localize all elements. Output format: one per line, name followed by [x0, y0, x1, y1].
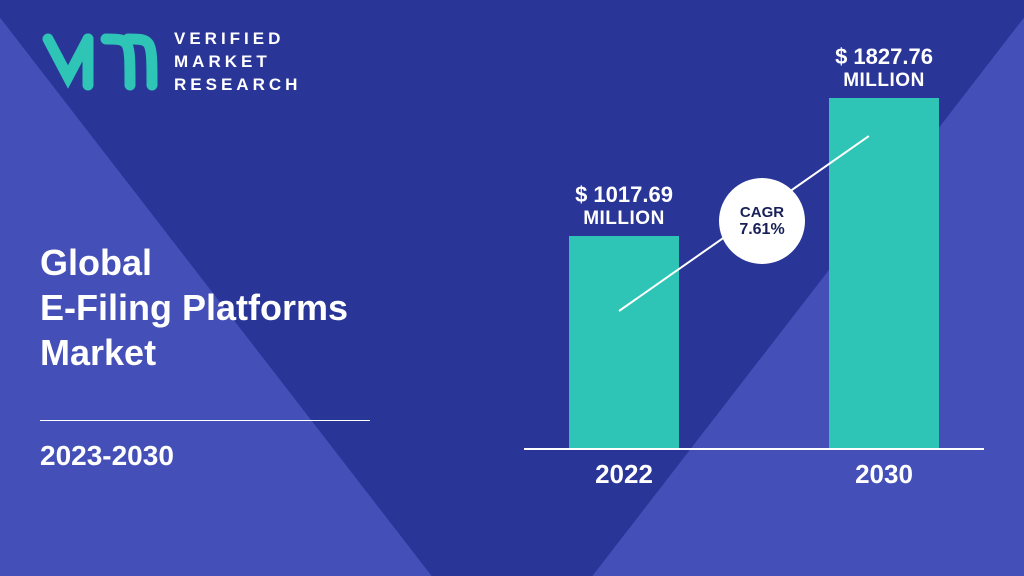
- logo-text: VERIFIED MARKET RESEARCH: [174, 28, 301, 97]
- x-label-2022: 2022: [569, 459, 679, 490]
- logo: VERIFIED MARKET RESEARCH: [40, 28, 301, 97]
- title-heading: Global E-Filing Platforms Market: [40, 240, 348, 375]
- x-axis: [524, 448, 984, 450]
- logo-text-line: RESEARCH: [174, 74, 301, 97]
- bar-label-2030: $ 1827.76 MILLION: [794, 44, 974, 92]
- bar-amount: $ 1017.69: [534, 182, 714, 208]
- bar-unit: MILLION: [534, 208, 714, 230]
- x-label-2030: 2030: [829, 459, 939, 490]
- bar-amount: $ 1827.76: [794, 44, 974, 70]
- title-line: Market: [40, 332, 156, 373]
- bar-2022: [569, 236, 679, 448]
- cagr-badge: CAGR 7.61%: [719, 178, 805, 264]
- bar-chart: $ 1017.69 MILLION 2022 $ 1827.76 MILLION…: [524, 30, 984, 490]
- bar-unit: MILLION: [794, 70, 974, 92]
- logo-text-line: VERIFIED: [174, 28, 301, 51]
- forecast-range: 2023-2030: [40, 440, 174, 472]
- title-block: Global E-Filing Platforms Market: [40, 240, 348, 375]
- logo-mark-icon: [40, 33, 160, 91]
- cagr-value: 7.61%: [739, 221, 784, 239]
- title-line: E-Filing Platforms: [40, 287, 348, 328]
- cagr-label: CAGR: [740, 204, 784, 221]
- logo-text-line: MARKET: [174, 51, 301, 74]
- divider-line: [40, 420, 370, 421]
- bar-label-2022: $ 1017.69 MILLION: [534, 182, 714, 230]
- title-line: Global: [40, 242, 152, 283]
